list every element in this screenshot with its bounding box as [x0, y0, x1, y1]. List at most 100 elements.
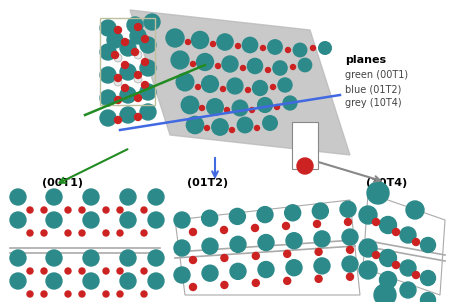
Circle shape: [144, 14, 160, 30]
Circle shape: [190, 284, 197, 291]
Circle shape: [115, 117, 121, 124]
Circle shape: [186, 116, 204, 134]
Circle shape: [141, 230, 147, 236]
Circle shape: [315, 248, 322, 255]
Circle shape: [190, 256, 197, 264]
Circle shape: [140, 37, 156, 53]
Circle shape: [148, 212, 164, 228]
Circle shape: [79, 230, 85, 236]
Circle shape: [100, 20, 116, 36]
Circle shape: [283, 223, 290, 230]
Circle shape: [257, 207, 273, 223]
Circle shape: [107, 32, 123, 48]
Circle shape: [46, 250, 62, 266]
Text: (00T1): (00T1): [42, 178, 83, 188]
Circle shape: [171, 51, 189, 69]
Circle shape: [312, 203, 328, 219]
Circle shape: [346, 246, 354, 253]
Circle shape: [114, 78, 122, 86]
Circle shape: [210, 41, 216, 47]
Circle shape: [342, 256, 358, 272]
Circle shape: [400, 282, 416, 298]
Circle shape: [121, 85, 128, 92]
Circle shape: [103, 291, 109, 297]
Circle shape: [230, 263, 246, 279]
Circle shape: [380, 217, 396, 233]
Circle shape: [380, 249, 396, 266]
Circle shape: [100, 44, 116, 60]
Circle shape: [229, 208, 246, 224]
Circle shape: [141, 291, 147, 297]
Circle shape: [41, 291, 47, 297]
Circle shape: [284, 277, 291, 284]
Circle shape: [204, 126, 210, 130]
Circle shape: [140, 104, 156, 120]
Circle shape: [100, 110, 116, 126]
Circle shape: [65, 207, 71, 213]
Circle shape: [373, 219, 380, 226]
Circle shape: [258, 235, 274, 251]
Circle shape: [380, 271, 396, 288]
Circle shape: [117, 268, 123, 274]
Circle shape: [103, 230, 109, 236]
Circle shape: [346, 273, 354, 280]
Circle shape: [237, 117, 253, 133]
Circle shape: [140, 84, 156, 100]
Circle shape: [359, 261, 377, 279]
Circle shape: [220, 226, 228, 233]
Text: grey (10T4): grey (10T4): [345, 98, 401, 108]
Circle shape: [232, 100, 248, 116]
Circle shape: [10, 273, 26, 289]
Circle shape: [299, 144, 311, 156]
Circle shape: [141, 268, 147, 274]
Circle shape: [195, 85, 201, 89]
Circle shape: [298, 58, 312, 72]
Circle shape: [217, 34, 233, 50]
Circle shape: [100, 67, 116, 83]
Circle shape: [117, 207, 123, 213]
Circle shape: [392, 229, 400, 236]
Circle shape: [202, 265, 218, 281]
Circle shape: [10, 250, 26, 266]
Circle shape: [120, 273, 136, 289]
Circle shape: [220, 86, 226, 92]
Circle shape: [420, 293, 436, 302]
Circle shape: [115, 97, 121, 104]
Circle shape: [400, 227, 416, 243]
Circle shape: [278, 78, 292, 92]
Circle shape: [265, 68, 271, 72]
Circle shape: [83, 189, 99, 205]
Circle shape: [79, 268, 85, 274]
Circle shape: [83, 212, 99, 228]
Circle shape: [27, 230, 33, 236]
Circle shape: [229, 127, 235, 133]
Circle shape: [79, 291, 85, 297]
Circle shape: [406, 201, 424, 219]
Text: blue (01T2): blue (01T2): [345, 84, 401, 94]
Circle shape: [41, 207, 47, 213]
Circle shape: [297, 125, 313, 141]
Circle shape: [103, 207, 109, 213]
Circle shape: [202, 238, 218, 254]
Circle shape: [142, 59, 148, 66]
Circle shape: [273, 61, 287, 75]
Circle shape: [293, 43, 307, 57]
Circle shape: [221, 281, 228, 288]
Circle shape: [103, 268, 109, 274]
Circle shape: [134, 75, 142, 83]
Circle shape: [174, 240, 190, 256]
Circle shape: [230, 236, 246, 252]
Circle shape: [120, 40, 136, 56]
Circle shape: [274, 104, 280, 110]
Circle shape: [41, 230, 47, 236]
Polygon shape: [130, 10, 350, 155]
Circle shape: [284, 250, 291, 257]
Circle shape: [247, 59, 263, 74]
Text: green (00T1): green (00T1): [345, 70, 408, 80]
Circle shape: [420, 271, 436, 285]
Circle shape: [117, 230, 123, 236]
Circle shape: [46, 212, 62, 228]
Circle shape: [130, 28, 146, 44]
Circle shape: [141, 207, 147, 213]
Circle shape: [222, 56, 238, 72]
